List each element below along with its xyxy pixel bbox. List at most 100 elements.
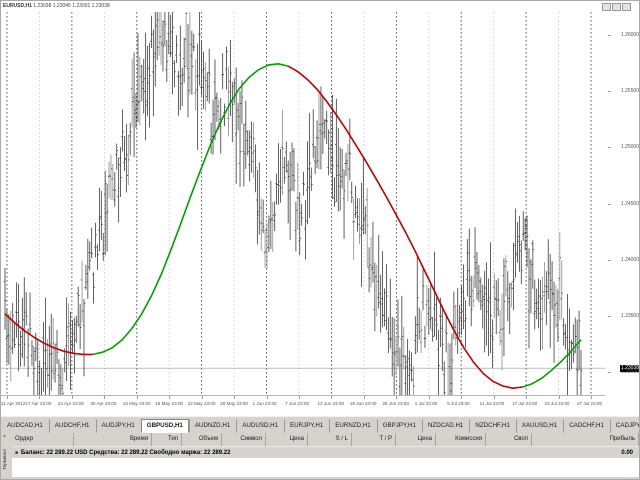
chart-tab-audusd[interactable]: AUDUSD,H1 (236, 418, 284, 433)
chart-tab-nzdchf[interactable]: NZDCHF,H1 (469, 418, 515, 433)
price-bar (88, 241, 92, 271)
price-bar (383, 288, 386, 327)
price-bar (377, 235, 381, 309)
price-bar (525, 215, 529, 268)
terminal-column-header[interactable]: Объем (182, 433, 222, 446)
price-bar (390, 316, 394, 377)
terminal-column-header[interactable]: Тип (152, 433, 182, 446)
time-axis-tick (493, 396, 495, 399)
chart-title-bar: EURUSD,H1 1.23038 1.23045 1.23001 1.2303… (3, 2, 110, 11)
plot-background (1, 12, 605, 395)
price-bar (315, 120, 319, 169)
terminal-tab-label[interactable]: Терминал (2, 449, 7, 470)
chart-tab-audchf[interactable]: AUDCHF,H1 (48, 418, 96, 433)
price-bar (327, 129, 330, 176)
terminal-column-header[interactable]: Цена (396, 433, 436, 446)
price-bar (82, 298, 86, 377)
price-bar (427, 287, 431, 335)
status-bar (1, 477, 639, 479)
price-bar (101, 232, 105, 261)
price-bar (63, 348, 67, 373)
price-bar (150, 15, 153, 48)
terminal-column-header[interactable]: Комиссия (436, 433, 486, 446)
price-bar (19, 330, 22, 367)
chart-tab-nzdcad[interactable]: NZDCAD,H1 (421, 418, 469, 433)
price-bar (121, 109, 124, 152)
price-bar (277, 143, 280, 205)
terminal-column-header[interactable]: Символ (222, 433, 266, 446)
price-bar (94, 222, 97, 258)
chart-window: EURUSD,H1 1.23038 1.23045 1.23001 1.2303… (1, 1, 639, 415)
price-bar (17, 284, 20, 372)
price-bar (161, 20, 165, 72)
maximize-icon[interactable] (612, 3, 621, 11)
terminal-column-header[interactable]: T / P (352, 433, 396, 446)
chart-tab-audjpy[interactable]: AUDJPY,H1 (95, 418, 141, 433)
price-bar (78, 304, 82, 350)
chart-tab-cadjpy[interactable]: CADJPY,H1 (609, 418, 639, 433)
price-bar (331, 94, 334, 199)
price-bar (196, 43, 199, 150)
time-axis[interactable]: 11 Apr 2012 17 Apr 23:00 24 Apr 23:00 30 Ap… (1, 395, 605, 414)
price-bar (69, 311, 72, 390)
price-bar (358, 198, 361, 245)
minimize-icon[interactable] (602, 3, 611, 11)
price-bar (338, 147, 342, 211)
price-bar (454, 304, 458, 346)
chart-tab-audnzd[interactable]: AUDNZD,H1 (188, 418, 236, 433)
chart-tab-audcad[interactable]: AUDCAD,H1 (7, 421, 43, 429)
terminal-column-header[interactable]: Время (74, 433, 152, 446)
price-bar (128, 122, 132, 156)
close-icon[interactable] (622, 3, 631, 11)
price-bar (44, 297, 47, 395)
price-bar (134, 93, 138, 128)
terminal-column-header[interactable]: Цена (266, 433, 308, 446)
chart-tab-eurjpy[interactable]: EURJPY,H1 (284, 418, 329, 433)
time-axis-label: 22 May 23:00 (187, 401, 216, 406)
terminal-close-icon[interactable]: × (3, 434, 6, 440)
price-bar (61, 367, 65, 395)
price-bar (410, 352, 413, 382)
price-bar (392, 318, 396, 395)
price-bar (281, 109, 284, 196)
price-bar (481, 284, 485, 329)
price-bar (290, 142, 294, 191)
price-bar (500, 293, 504, 371)
price-axis-label: 1.24500 (620, 200, 639, 207)
terminal-order-list[interactable] (12, 458, 639, 479)
terminal-column-header[interactable]: Прибыль (532, 433, 639, 446)
price-bar (458, 304, 461, 337)
price-bar (350, 181, 354, 203)
chart-tab-gbpusd[interactable]: GBPUSD,H1 (140, 418, 189, 433)
price-bar (371, 222, 375, 283)
chart-tab-cadchf[interactable]: CADCHF,H1 (563, 418, 610, 433)
price-bar (15, 282, 18, 338)
current-price-tag: 1.23038 (619, 365, 639, 373)
price-bar (257, 162, 261, 235)
price-bar (360, 182, 363, 287)
price-bar (469, 275, 473, 327)
price-bar (259, 198, 263, 251)
price-bar (325, 110, 329, 145)
chart-plot-area[interactable] (1, 12, 605, 395)
price-bar (180, 67, 184, 106)
price-bar (354, 185, 357, 219)
terminal-column-header[interactable]: Ордер (12, 433, 74, 446)
price-bar (554, 285, 558, 328)
price-bar (107, 161, 111, 198)
chart-tab-gbpjpy[interactable]: GBPJPY,H1 (376, 418, 422, 433)
chart-tab-xauusd[interactable]: XAUUSD,H1 (515, 418, 563, 433)
price-bar (404, 355, 407, 395)
price-bar (310, 167, 313, 191)
price-bar (283, 156, 286, 184)
terminal-column-header[interactable]: Своп (486, 433, 532, 446)
chart-tab-eurnzd[interactable]: EURNZD,H1 (329, 418, 376, 433)
terminal-column-header[interactable]: S / L (308, 433, 352, 446)
chart-tab-bar[interactable]: AUDCAD,H1 AUDCHF,H1 AUDJPY,H1 GBPUSD,H1 AUDN… (1, 416, 639, 434)
price-axis[interactable]: 1.23038 1.26000 1.25500 1.25000 1.24500 1.24… (605, 12, 639, 395)
time-axis-label: 19 Jun 23:00 (349, 401, 377, 406)
price-bar (521, 211, 525, 241)
price-bar (545, 271, 548, 326)
